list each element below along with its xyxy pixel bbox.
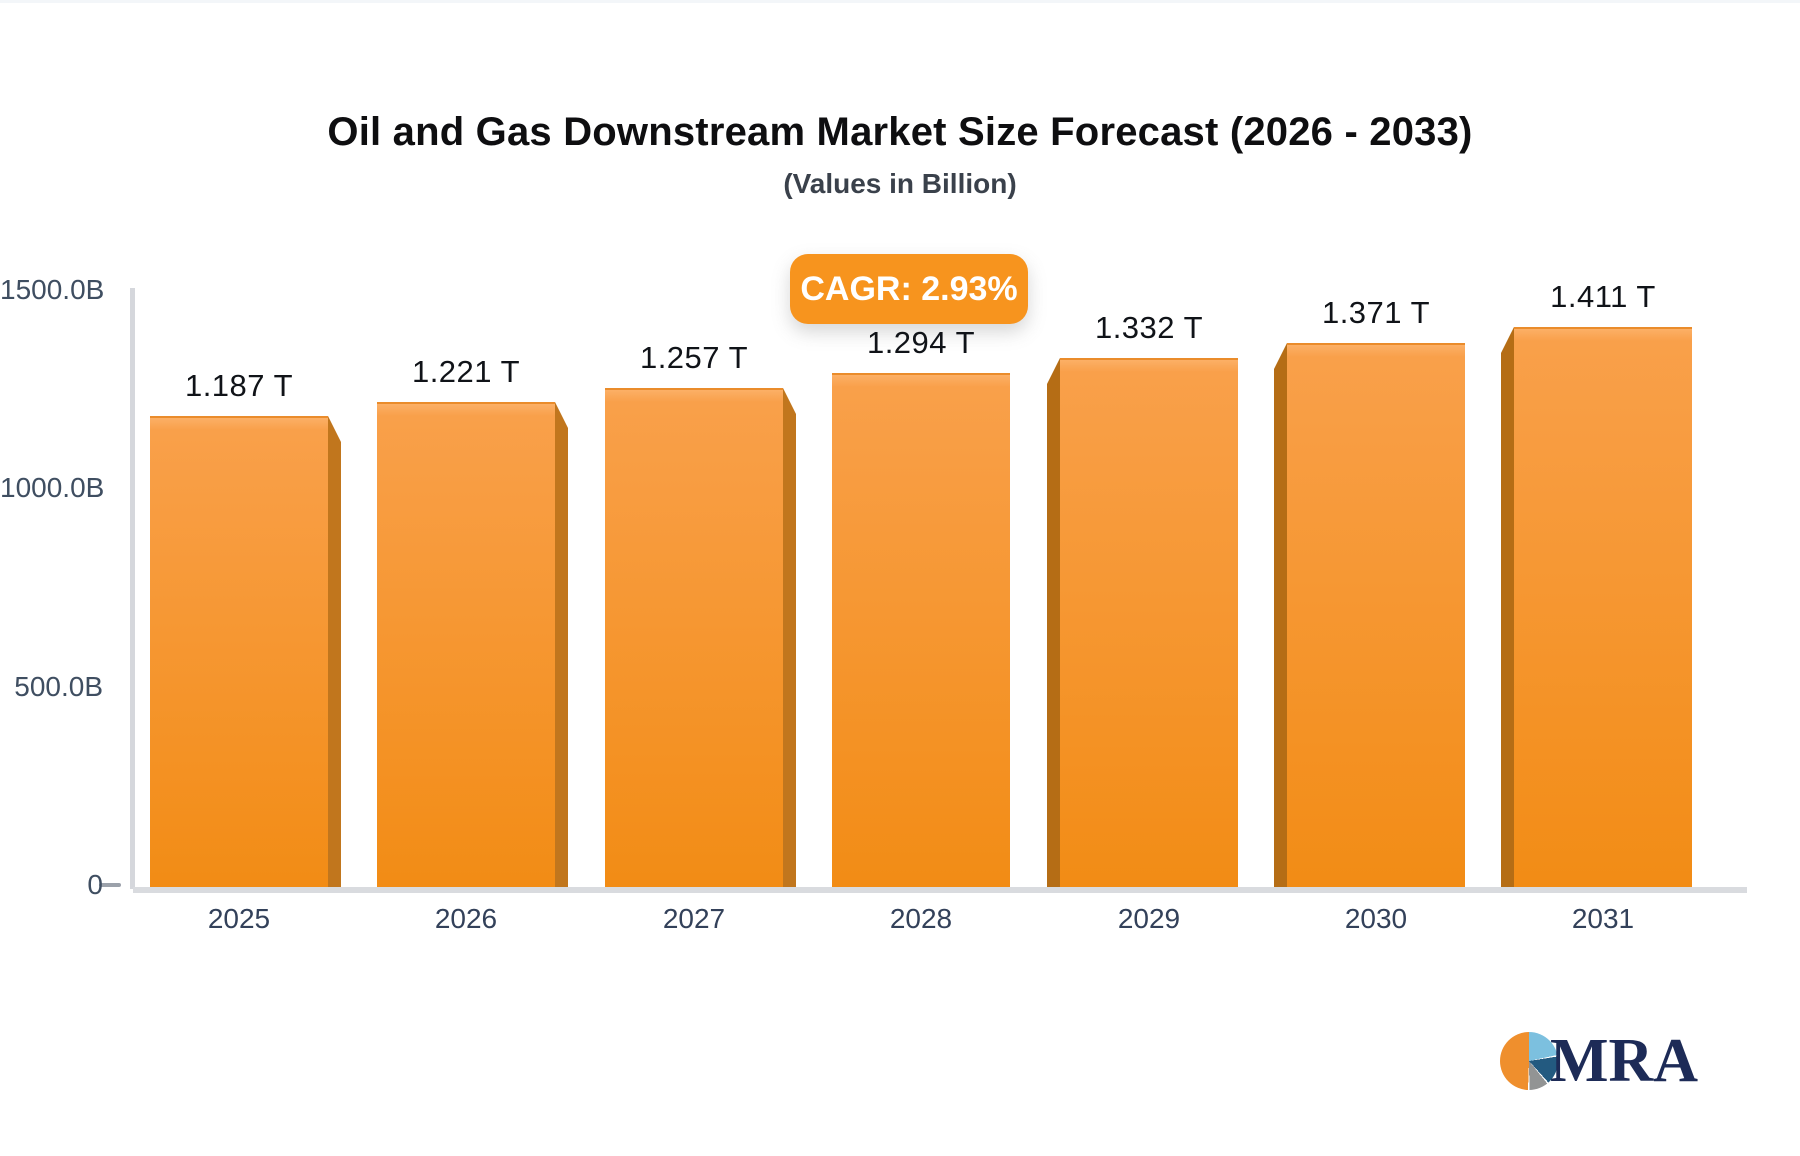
chart-title: Oil and Gas Downstream Market Size Forec… xyxy=(327,110,1473,154)
bar-value-label: 1.411 T xyxy=(1550,279,1656,314)
bar-value-label: 1.332 T xyxy=(1094,310,1204,345)
bar-side-shade xyxy=(555,402,568,887)
bar-value-label: 1.187 T xyxy=(184,368,294,403)
y-axis-line xyxy=(130,288,135,889)
bar-side-shade xyxy=(1501,327,1514,887)
cagr-badge-label: CAGR: 2.93% xyxy=(800,269,1018,308)
mra-logo: MRA xyxy=(1500,1027,1699,1095)
mra-logo-text: MRA xyxy=(1550,1027,1699,1095)
bar-side-shade xyxy=(1274,343,1287,887)
bar-2028 xyxy=(832,373,1010,887)
x-axis-label-2030: 2030 xyxy=(1344,903,1408,934)
zero-tick-dash xyxy=(99,883,121,887)
bar-2026 xyxy=(377,402,555,887)
bar-value-label: 1.221 T xyxy=(411,354,521,389)
x-axis-label-2026: 2026 xyxy=(434,903,498,934)
cagr-badge: CAGR: 2.93% xyxy=(790,254,1028,324)
page-top-border xyxy=(0,0,1800,3)
bar-value-label: 1.257 T xyxy=(639,340,749,375)
bar-2029 xyxy=(1060,358,1238,887)
x-axis-label-2028: 2028 xyxy=(889,903,953,934)
bar-value-label: 1.294 T xyxy=(866,325,976,360)
x-axis-label-2029: 2029 xyxy=(1117,903,1181,934)
y-tick-label: 0 xyxy=(87,869,103,900)
y-tick-label: 1500.0B xyxy=(0,274,105,305)
bar-value-label: 1.371 T xyxy=(1321,295,1431,330)
bar-side-shade xyxy=(783,388,796,887)
y-tick-label: 500.0B xyxy=(14,671,103,702)
x-axis-label-2025: 2025 xyxy=(207,903,271,934)
pie-chart-logo-icon xyxy=(1500,1032,1558,1090)
bar-2027 xyxy=(605,388,783,887)
bar-2025 xyxy=(150,416,328,887)
y-tick-label: 1000.0B xyxy=(0,472,105,503)
bar-2030 xyxy=(1287,343,1465,887)
bar-side-shade xyxy=(328,416,341,887)
bar-2031 xyxy=(1514,327,1692,887)
chart-subtitle: (Values in Billion) xyxy=(783,168,1017,199)
x-axis-label-2031: 2031 xyxy=(1571,903,1635,934)
x-axis-label-2027: 2027 xyxy=(662,903,726,934)
x-axis-baseline xyxy=(133,887,1747,893)
bar-side-shade xyxy=(1047,358,1060,887)
